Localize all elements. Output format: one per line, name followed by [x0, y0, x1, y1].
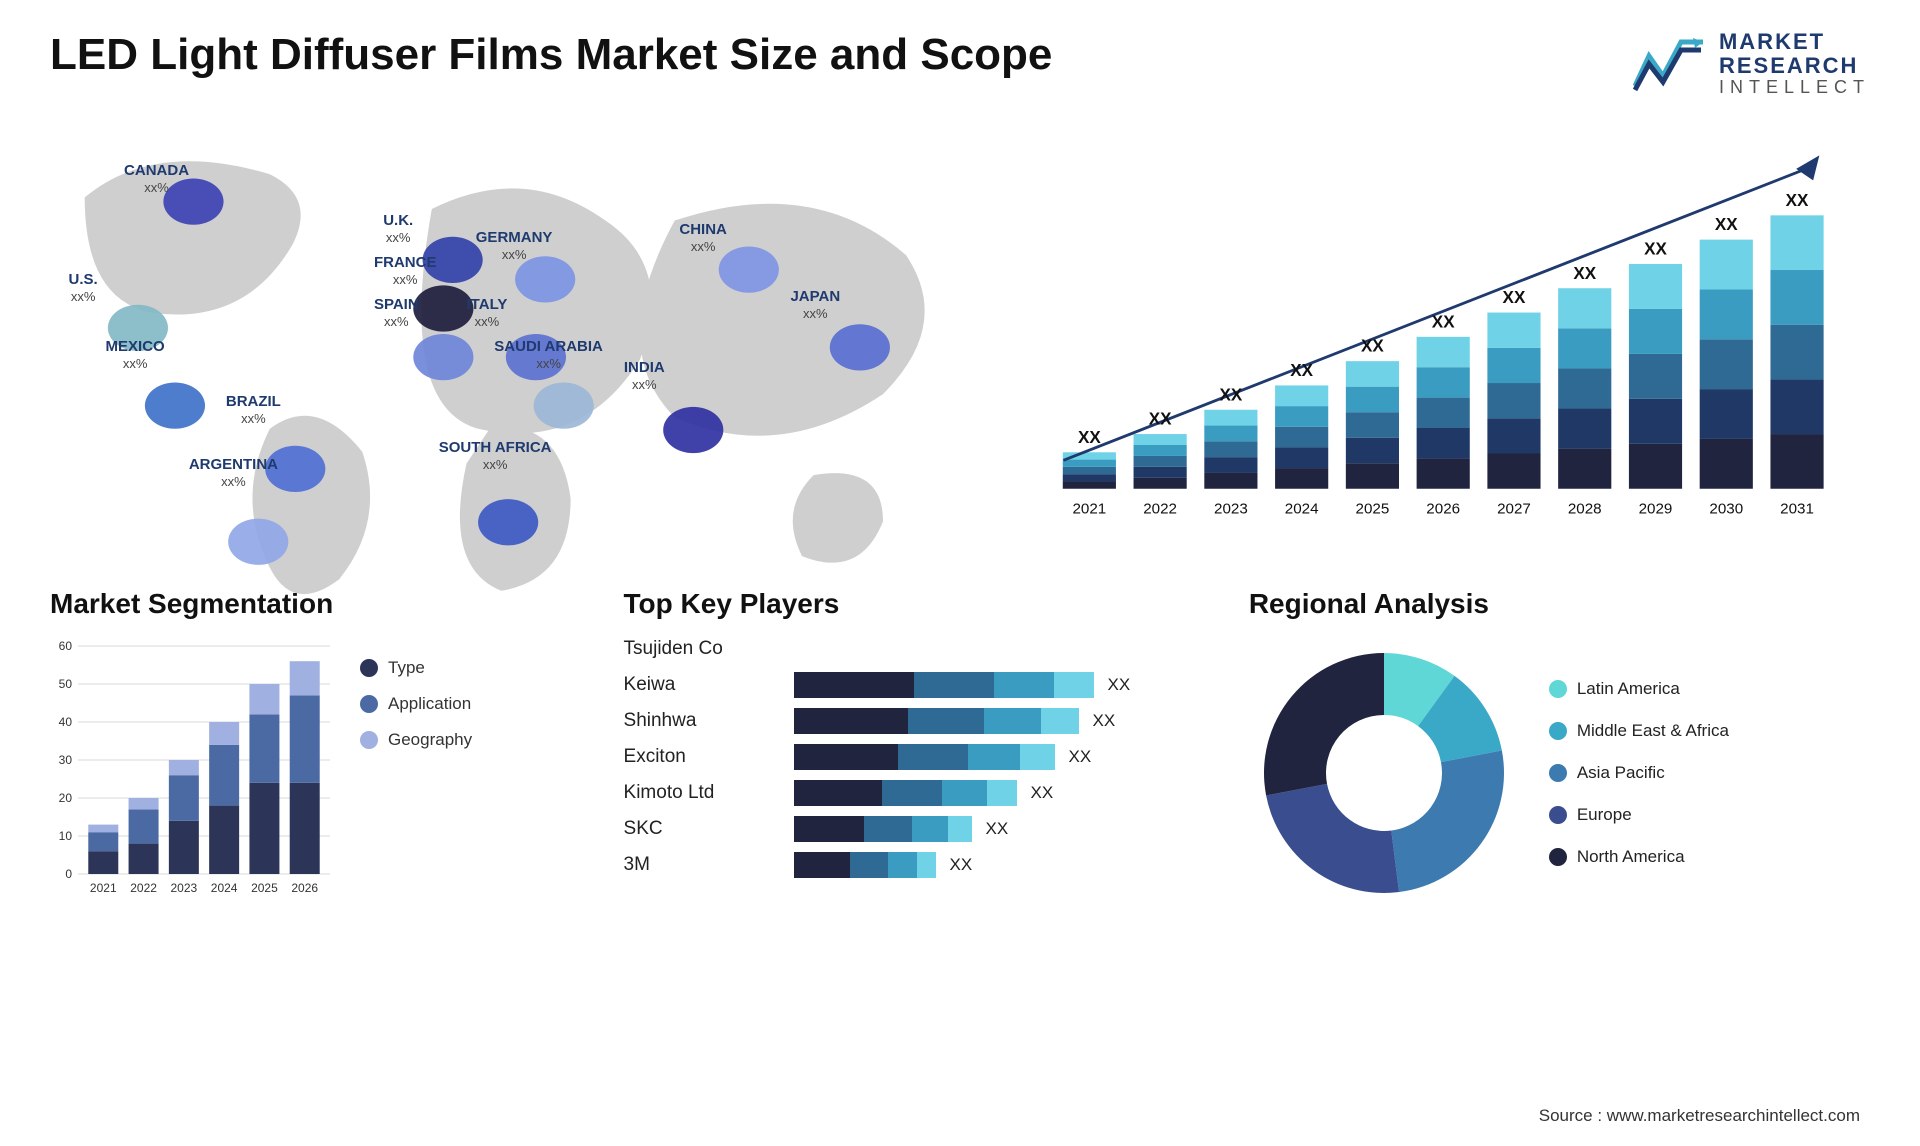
svg-text:2025: 2025 — [1355, 501, 1389, 518]
svg-text:0: 0 — [65, 867, 72, 881]
map-label-south-africa: SOUTH AFRICAxx% — [439, 439, 552, 473]
player-name: Kimoto Ltd — [624, 782, 764, 804]
svg-text:XX: XX — [1219, 385, 1242, 404]
map-label-italy: ITALYxx% — [467, 296, 508, 330]
svg-text:XX: XX — [1148, 410, 1171, 429]
map-label-germany: GERMANYxx% — [476, 229, 553, 263]
page-title: LED Light Diffuser Films Market Size and… — [50, 30, 1052, 80]
svg-text:30: 30 — [59, 753, 73, 767]
svg-text:2024: 2024 — [211, 881, 238, 895]
svg-text:XX: XX — [1078, 428, 1101, 447]
player-name: Shinhwa — [624, 710, 764, 732]
players-bars: XX XX XX XX XX XX — [794, 638, 1219, 878]
svg-text:2028: 2028 — [1567, 501, 1601, 518]
player-name: Tsujiden Co — [624, 638, 764, 660]
map-label-mexico: MEXICOxx% — [106, 338, 165, 372]
seg-legend-application: Application — [360, 694, 472, 714]
regional-donut — [1249, 638, 1519, 908]
svg-text:XX: XX — [1361, 337, 1384, 356]
player-bar-row: XX — [794, 744, 1219, 770]
svg-text:2030: 2030 — [1709, 501, 1743, 518]
map-label-u.s.: U.S.xx% — [69, 271, 98, 305]
map-label-argentina: ARGENTINAxx% — [189, 456, 278, 490]
brand-line3: INTELLECT — [1719, 78, 1870, 98]
svg-text:2025: 2025 — [251, 881, 278, 895]
regional-legend: Latin America Middle East & Africa Asia Pa… — [1549, 679, 1729, 867]
player-bar-row: XX — [794, 852, 1219, 878]
growth-chart-svg: 2021 2022 2023 2024 2025 2026 2027 2028 2029 2030… — [1016, 128, 1870, 527]
svg-text:2029: 2029 — [1638, 501, 1672, 518]
map-label-u.k.: U.K.xx% — [383, 212, 413, 246]
svg-text:2026: 2026 — [1426, 501, 1460, 518]
world-map-panel: CANADAxx% U.S.xx% MEXICOxx% BRAZILxx% ARGENT… — [50, 128, 976, 548]
player-bar-row: XX — [794, 708, 1219, 734]
svg-text:2023: 2023 — [171, 881, 198, 895]
player-name: 3M — [624, 854, 764, 876]
source-text: Source : www.marketresearchintellect.com — [1539, 1106, 1860, 1126]
player-bar-row: XX — [794, 780, 1219, 806]
map-label-canada: CANADAxx% — [124, 162, 189, 196]
brand-logo-icon — [1633, 36, 1705, 92]
svg-text:XX: XX — [1502, 288, 1525, 307]
brand-line1: MARKET — [1719, 30, 1870, 54]
svg-text:2026: 2026 — [291, 881, 318, 895]
svg-text:2031: 2031 — [1780, 501, 1814, 518]
svg-text:10: 10 — [59, 829, 73, 843]
player-name: Keiwa — [624, 674, 764, 696]
svg-text:60: 60 — [59, 639, 73, 653]
svg-text:2021: 2021 — [1072, 501, 1106, 518]
seg-legend-geography: Geography — [360, 730, 472, 750]
map-label-spain: SPAINxx% — [374, 296, 419, 330]
map-label-china: CHINAxx% — [679, 221, 727, 255]
svg-text:XX: XX — [1573, 264, 1596, 283]
regional-legend-item: Middle East & Africa — [1549, 721, 1729, 741]
map-label-saudi-arabia: SAUDI ARABIAxx% — [494, 338, 603, 372]
map-label-brazil: BRAZILxx% — [226, 393, 281, 427]
svg-text:40: 40 — [59, 715, 73, 729]
seg-legend-type: Type — [360, 658, 472, 678]
regional-title: Regional Analysis — [1249, 588, 1870, 620]
player-bar-row: XX — [794, 816, 1219, 842]
regional-legend-item: Asia Pacific — [1549, 763, 1729, 783]
svg-text:2023: 2023 — [1214, 501, 1248, 518]
segmentation-legend: Type Application Geography — [360, 638, 472, 898]
segmentation-chart: 0 10 20 30 40 50 60 2021 2022 2023 2024 2025 2026 — [50, 638, 340, 898]
svg-text:XX: XX — [1644, 240, 1667, 259]
svg-text:50: 50 — [59, 677, 73, 691]
growth-chart-panel: 2021 2022 2023 2024 2025 2026 2027 2028 2029 2030… — [1016, 128, 1870, 548]
regional-legend-item: Europe — [1549, 805, 1729, 825]
player-name: Exciton — [624, 746, 764, 768]
svg-text:XX: XX — [1714, 215, 1737, 234]
svg-text:2022: 2022 — [1143, 501, 1177, 518]
svg-text:2027: 2027 — [1497, 501, 1531, 518]
svg-text:2021: 2021 — [90, 881, 117, 895]
svg-text:XX: XX — [1290, 361, 1313, 380]
brand-logo: MARKET RESEARCH INTELLECT — [1633, 30, 1870, 98]
svg-text:XX: XX — [1785, 191, 1808, 210]
svg-text:2024: 2024 — [1284, 501, 1318, 518]
regional-legend-item: Latin America — [1549, 679, 1729, 699]
players-list: Tsujiden Co Keiwa Shinhwa Exciton Kimoto Ltd… — [624, 638, 764, 878]
map-label-japan: JAPANxx% — [790, 288, 840, 322]
svg-text:20: 20 — [59, 791, 73, 805]
player-name: SKC — [624, 818, 764, 840]
brand-line2: RESEARCH — [1719, 54, 1870, 78]
map-label-france: FRANCExx% — [374, 254, 437, 288]
svg-text:2022: 2022 — [130, 881, 157, 895]
svg-text:XX: XX — [1431, 313, 1454, 332]
regional-legend-item: North America — [1549, 847, 1729, 867]
map-label-india: INDIAxx% — [624, 359, 665, 393]
player-bar-row: XX — [794, 672, 1219, 698]
